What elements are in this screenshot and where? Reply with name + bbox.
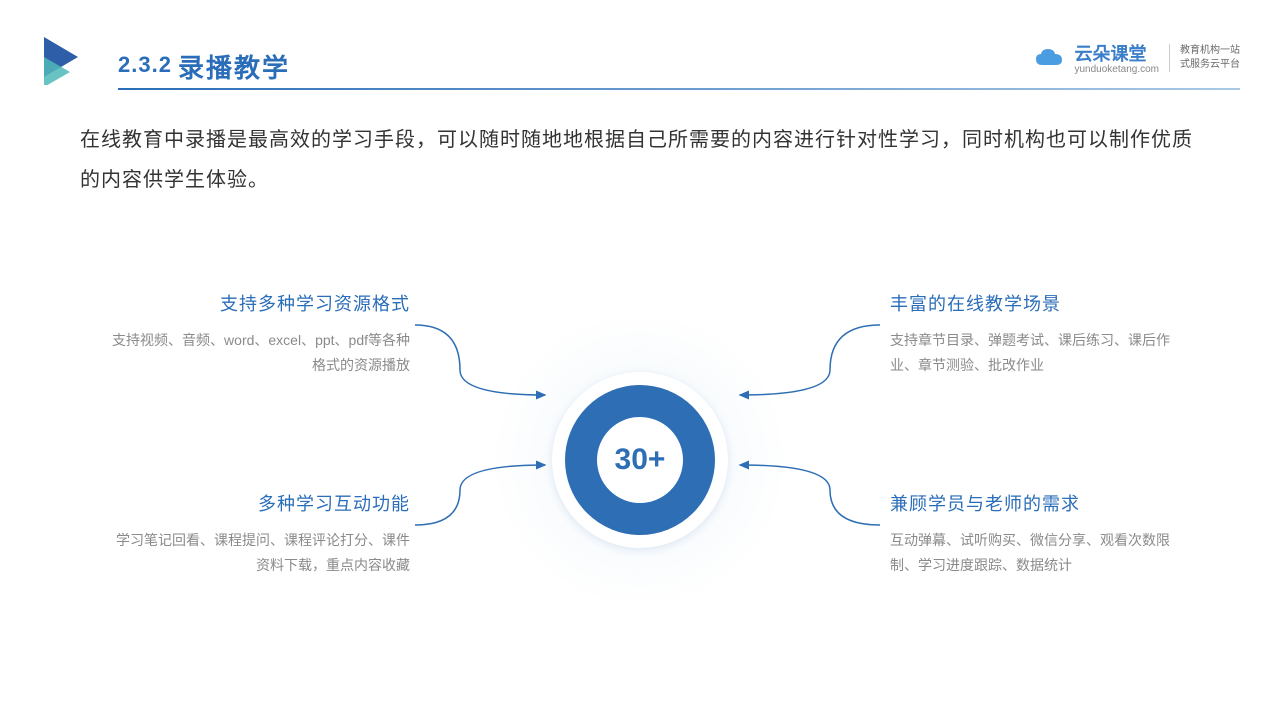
logo-divider xyxy=(1169,44,1170,72)
logo-sub: yunduoketang.com xyxy=(1074,64,1159,75)
intro-paragraph: 在线教育中录播是最高效的学习手段，可以随时随地地根据自己所需要的内容进行针对性学… xyxy=(80,120,1200,200)
donut-ring: 30+ xyxy=(565,385,715,535)
logo-tagline: 教育机构一站 式服务云平台 xyxy=(1180,44,1240,72)
feature-bottom-right: 兼顾学员与老师的需求 互动弹幕、试听购买、微信分享、观看次数限制、学习进度跟踪、… xyxy=(890,490,1190,578)
logo-brand: 云朵课堂 xyxy=(1074,40,1159,66)
feature-title: 丰富的在线教学场景 xyxy=(890,290,1190,316)
slide-root: 2.3.2 录播教学 云朵课堂 yunduoketang.com 教育机构一站 … xyxy=(0,0,1280,720)
feature-title: 多种学习互动功能 xyxy=(110,490,410,516)
feature-desc: 支持章节目录、弹题考试、课后练习、课后作业、章节测验、批改作业 xyxy=(890,328,1190,378)
donut-center-value: 30+ xyxy=(597,417,683,503)
feature-title: 支持多种学习资源格式 xyxy=(110,290,410,316)
feature-top-right: 丰富的在线教学场景 支持章节目录、弹题考试、课后练习、课后作业、章节测验、批改作… xyxy=(890,290,1190,378)
feature-desc: 支持视频、音频、word、excel、ppt、pdf等各种格式的资源播放 xyxy=(110,328,410,378)
feature-top-left: 支持多种学习资源格式 支持视频、音频、word、excel、ppt、pdf等各种… xyxy=(110,290,410,378)
slide-header: 2.3.2 录播教学 云朵课堂 yunduoketang.com 教育机构一站 … xyxy=(0,30,1280,90)
play-icon xyxy=(40,35,90,85)
feature-title: 兼顾学员与老师的需求 xyxy=(890,490,1190,516)
section-number: 2.3.2 xyxy=(118,52,172,78)
header-underline xyxy=(118,88,1240,90)
feature-bottom-left: 多种学习互动功能 学习笔记回看、课程提问、课程评论打分、课件资料下载，重点内容收… xyxy=(110,490,410,578)
center-donut: 30+ xyxy=(490,310,790,610)
logo-tagline-2: 式服务云平台 xyxy=(1180,58,1240,72)
feature-desc: 学习笔记回看、课程提问、课程评论打分、课件资料下载，重点内容收藏 xyxy=(110,528,410,578)
logo-tagline-1: 教育机构一站 xyxy=(1180,44,1240,58)
logo-area: 云朵课堂 yunduoketang.com 教育机构一站 式服务云平台 xyxy=(1034,40,1240,75)
feature-desc: 互动弹幕、试听购买、微信分享、观看次数限制、学习进度跟踪、数据统计 xyxy=(890,528,1190,578)
logo-text-block: 云朵课堂 yunduoketang.com xyxy=(1074,40,1159,75)
cloud-icon xyxy=(1034,47,1064,69)
section-title: 录播教学 xyxy=(178,48,290,85)
